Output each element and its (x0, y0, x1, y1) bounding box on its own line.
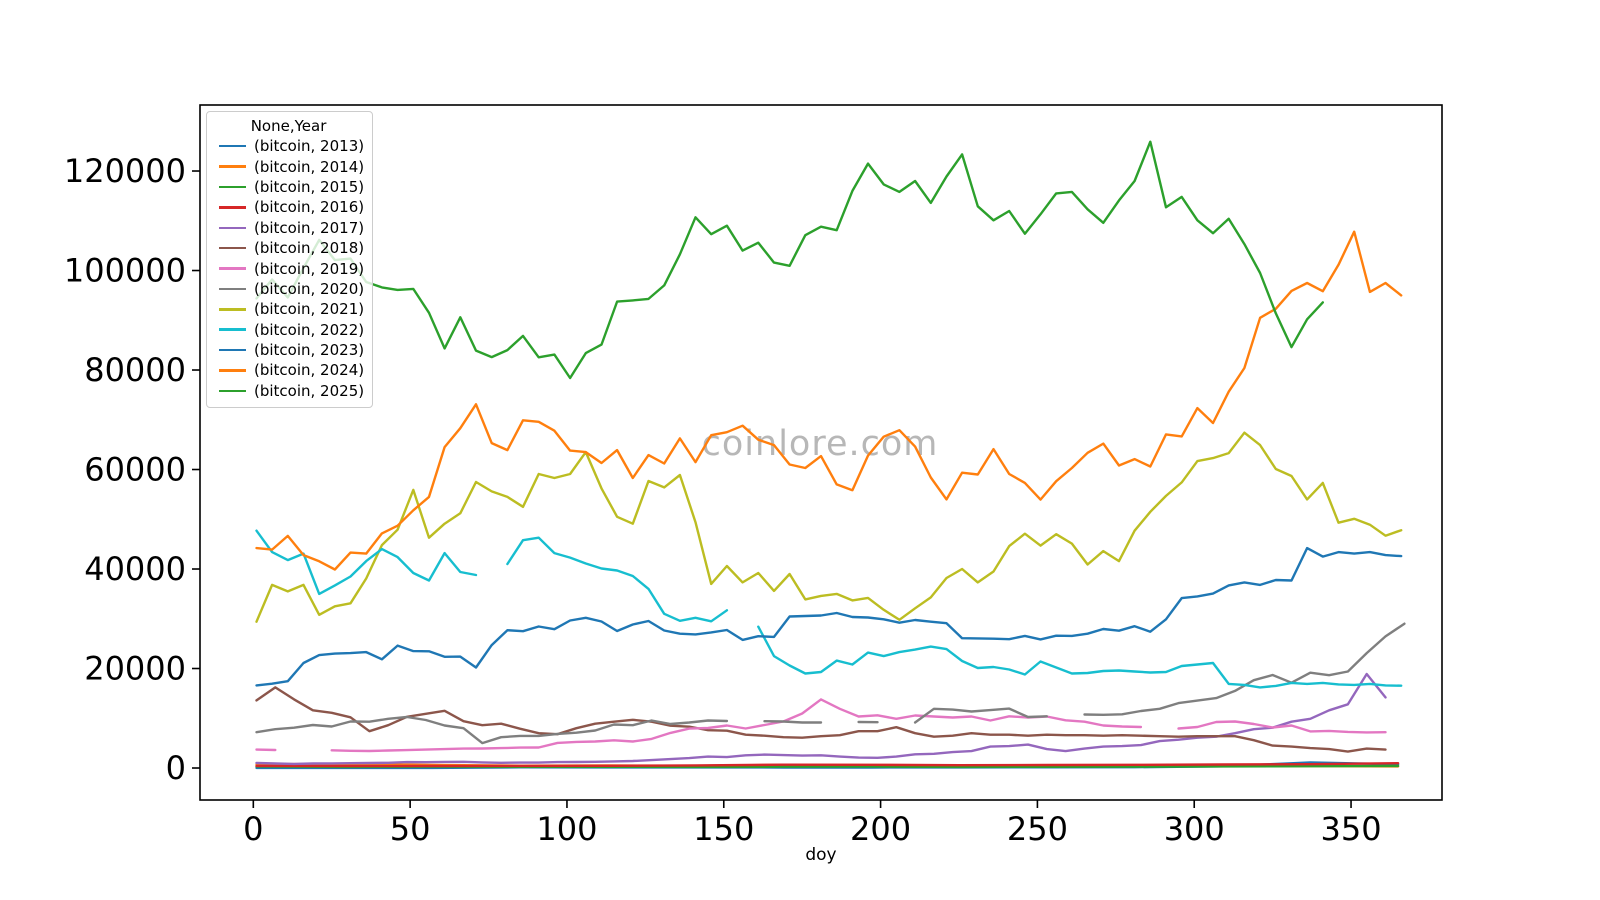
legend-item-2022: (bitcoin, 2022) (213, 320, 364, 340)
legend-line-swatch-icon (219, 369, 246, 372)
legend-item-label: (bitcoin, 2025) (254, 381, 365, 400)
legend-line-swatch-icon (219, 287, 246, 291)
legend-line-swatch-icon (219, 267, 246, 270)
legend-line-swatch-icon (219, 165, 246, 168)
legend-item-2025: (bitcoin, 2025) (213, 381, 364, 401)
legend: None,Year (bitcoin, 2013) (bitcoin, 2014)… (206, 111, 374, 409)
legend-item-label: (bitcoin, 2019) (254, 259, 365, 278)
series-line-2022 (255, 529, 1403, 689)
legend-item-2018: (bitcoin, 2018) (213, 238, 364, 258)
series-line-2019 (255, 698, 1387, 753)
legend-item-label: (bitcoin, 2017) (254, 218, 365, 237)
y-tick-label: 40000 (84, 550, 186, 588)
legend-item-label: (bitcoin, 2024) (254, 361, 365, 380)
x-tick-label: 50 (390, 810, 431, 848)
legend-item-2017: (bitcoin, 2017) (213, 218, 364, 238)
legend-line-swatch-icon (219, 348, 246, 352)
legend-line-swatch-icon (219, 308, 246, 311)
y-tick-label: 120000 (64, 152, 186, 190)
x-tick-label: 350 (1321, 810, 1382, 848)
x-tick-label: 0 (243, 810, 263, 848)
legend-item-2013: (bitcoin, 2013) (213, 136, 364, 156)
series-line-2020 (255, 622, 1406, 745)
x-tick-label: 200 (850, 810, 911, 848)
legend-line-swatch-icon (219, 206, 246, 209)
x-tick-label: 150 (693, 810, 754, 848)
x-tick-label: 100 (536, 810, 597, 848)
series-line-2017 (255, 672, 1387, 766)
series-line-2025 (255, 140, 1324, 380)
y-tick-label: 0 (166, 749, 186, 787)
series-line-2023 (255, 546, 1403, 687)
legend-item-label: (bitcoin, 2023) (254, 341, 365, 360)
series-line-2024 (255, 230, 1403, 571)
legend-item-2023: (bitcoin, 2023) (213, 340, 364, 360)
legend-item-2020: (bitcoin, 2020) (213, 279, 364, 299)
y-tick-label: 60000 (84, 451, 186, 489)
legend-item-label: (bitcoin, 2022) (254, 320, 365, 339)
legend-item-2021: (bitcoin, 2021) (213, 299, 364, 319)
legend-line-swatch-icon (219, 185, 246, 189)
legend-item-label: (bitcoin, 2013) (254, 137, 365, 156)
legend-item-label: (bitcoin, 2014) (254, 157, 365, 176)
series-line-2018 (255, 686, 1387, 753)
x-axis-label: doy (805, 845, 837, 865)
legend-item-2016: (bitcoin, 2016) (213, 197, 364, 217)
y-tick-label: 80000 (84, 351, 186, 389)
legend-line-swatch-icon (219, 144, 246, 148)
legend-item-2019: (bitcoin, 2019) (213, 258, 364, 278)
legend-item-2015: (bitcoin, 2015) (213, 177, 364, 197)
legend-line-swatch-icon (219, 246, 246, 250)
legend-item-label: (bitcoin, 2020) (254, 279, 365, 298)
x-tick-label: 250 (1007, 810, 1068, 848)
plot-border (199, 104, 1443, 801)
legend-line-swatch-icon (219, 328, 246, 331)
legend-item-label: (bitcoin, 2016) (254, 198, 365, 217)
legend-item-label: (bitcoin, 2015) (254, 177, 365, 196)
legend-title: None,Year (250, 117, 327, 135)
legend-item-2014: (bitcoin, 2014) (213, 156, 364, 176)
legend-line-swatch-icon (219, 226, 246, 229)
legend-item-2024: (bitcoin, 2024) (213, 360, 364, 380)
legend-item-label: (bitcoin, 2021) (254, 300, 365, 319)
legend-line-swatch-icon (219, 389, 246, 393)
series-line-2021 (255, 431, 1403, 623)
y-tick-label: 100000 (64, 252, 186, 290)
legend-item-label: (bitcoin, 2018) (254, 239, 365, 258)
y-tick-label: 20000 (84, 650, 186, 688)
series-line-2016 (255, 762, 1400, 768)
x-tick-label: 300 (1164, 810, 1225, 848)
